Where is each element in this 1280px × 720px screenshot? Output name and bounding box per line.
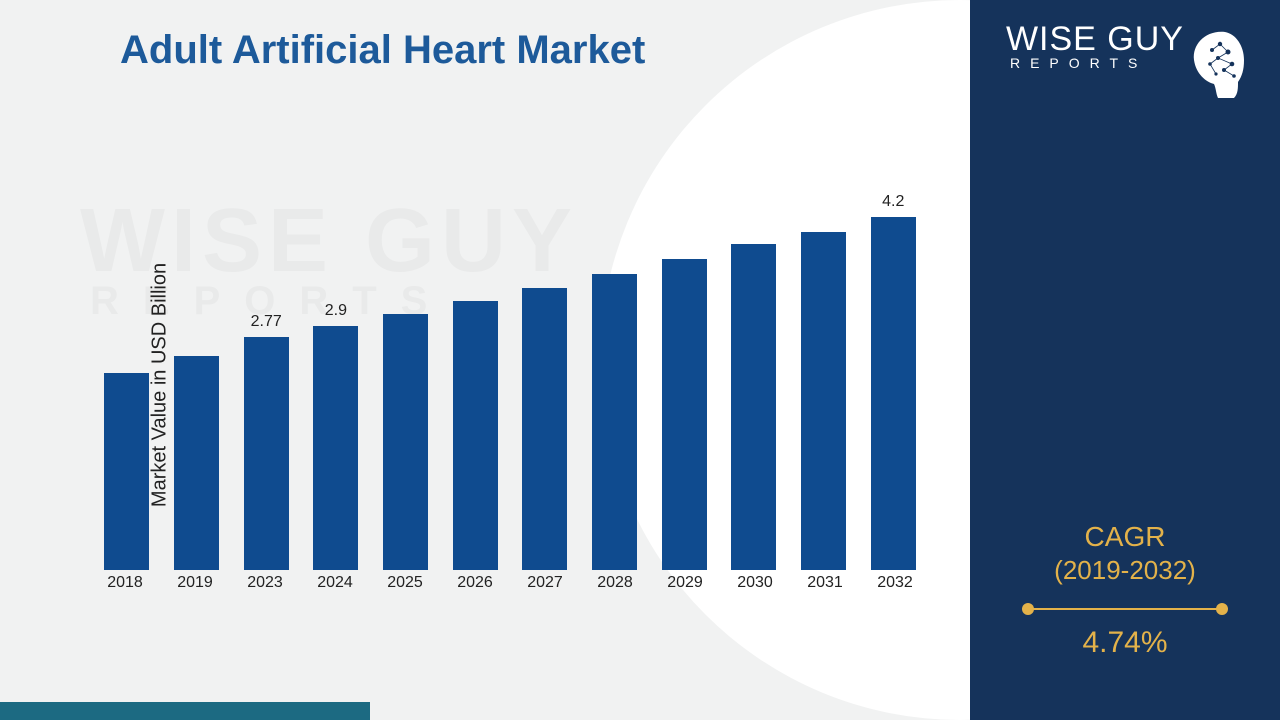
bar: [871, 217, 916, 570]
brand-logo: WISE GUY REPORTS: [1006, 20, 1244, 71]
x-tick-label: 2027: [510, 574, 580, 592]
bar-group: [789, 232, 859, 570]
bar-group: [719, 244, 789, 570]
x-tick-label: 2029: [650, 574, 720, 592]
cagr-divider: [1028, 608, 1222, 610]
head-silhouette-icon: [1188, 30, 1246, 100]
x-axis: 2018201920232024202520262027202820292030…: [90, 574, 930, 592]
cagr-value: 4.74%: [1010, 626, 1240, 660]
x-tick-label: 2025: [370, 574, 440, 592]
cagr-period: (2019-2032): [1010, 555, 1240, 586]
x-tick-label: 2030: [720, 574, 790, 592]
bar-group: [580, 274, 650, 570]
bar-group: 2.9: [301, 326, 371, 570]
bar: [801, 232, 846, 570]
cagr-block: CAGR (2019-2032) 4.74%: [1010, 521, 1240, 660]
plot-region: 2.772.94.2: [90, 150, 930, 570]
bar-group: [162, 356, 232, 570]
x-tick-label: 2018: [90, 574, 160, 592]
chart-title: Adult Artificial Heart Market: [120, 28, 645, 73]
bar-group: 2.77: [231, 337, 301, 570]
bar-value-label: 2.9: [325, 302, 347, 320]
bar: [104, 373, 149, 570]
bar-value-label: 2.77: [251, 313, 282, 331]
bar-group: [92, 373, 162, 570]
bar: [174, 356, 219, 570]
bar: [383, 314, 428, 570]
bars-container: 2.772.94.2: [90, 150, 930, 570]
bar: [592, 274, 637, 570]
chart-area: Market Value in USD Billion 2.772.94.2 2…: [60, 150, 930, 620]
bar-group: [649, 259, 719, 570]
cagr-title: CAGR: [1010, 521, 1240, 553]
x-tick-label: 2026: [440, 574, 510, 592]
infographic-canvas: WISE GUY REPORTS Adult Artificial Heart …: [0, 0, 1280, 720]
x-tick-label: 2024: [300, 574, 370, 592]
bottom-accent-bar: [0, 702, 370, 720]
bar: [522, 288, 567, 570]
x-tick-label: 2032: [860, 574, 930, 592]
bar: [313, 326, 358, 570]
x-tick-label: 2023: [230, 574, 300, 592]
bar-group: [440, 301, 510, 570]
x-tick-label: 2028: [580, 574, 650, 592]
x-tick-label: 2031: [790, 574, 860, 592]
bar-group: [510, 288, 580, 570]
bar: [662, 259, 707, 570]
bar-group: [371, 314, 441, 570]
bar: [453, 301, 498, 570]
bar: [244, 337, 289, 570]
bar-value-label: 4.2: [882, 193, 904, 211]
bar: [731, 244, 776, 570]
x-tick-label: 2019: [160, 574, 230, 592]
logo-text-main: WISE GUY: [1006, 20, 1184, 58]
bar-group: 4.2: [858, 217, 928, 570]
